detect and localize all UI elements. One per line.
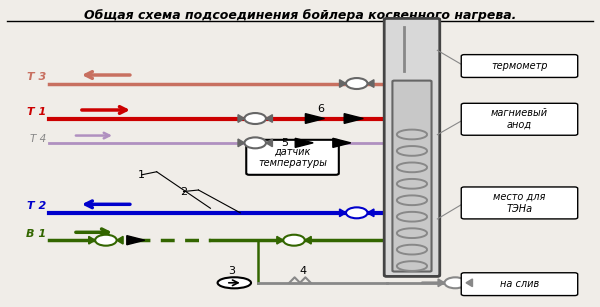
Circle shape — [346, 207, 367, 218]
Polygon shape — [340, 80, 346, 87]
Polygon shape — [116, 236, 123, 244]
Polygon shape — [238, 115, 244, 122]
Text: 3: 3 — [228, 266, 235, 276]
Polygon shape — [333, 138, 351, 147]
Circle shape — [244, 113, 266, 124]
Polygon shape — [305, 114, 325, 123]
FancyBboxPatch shape — [461, 187, 578, 219]
Polygon shape — [367, 80, 374, 87]
Text: термометр: термометр — [491, 61, 548, 71]
FancyBboxPatch shape — [461, 273, 578, 296]
Circle shape — [445, 277, 466, 288]
Text: Общая схема подсоединения бойлера косвенного нагрева.: Общая схема подсоединения бойлера косвен… — [84, 9, 516, 22]
Circle shape — [244, 137, 266, 148]
Polygon shape — [89, 236, 95, 244]
Text: 5: 5 — [281, 138, 289, 148]
Text: Т 1: Т 1 — [27, 107, 46, 117]
FancyBboxPatch shape — [461, 55, 578, 77]
Polygon shape — [238, 139, 244, 147]
Polygon shape — [295, 138, 313, 147]
Polygon shape — [466, 279, 472, 287]
FancyBboxPatch shape — [392, 81, 431, 271]
Circle shape — [346, 78, 367, 89]
Text: В 1: В 1 — [26, 229, 46, 239]
Text: на слив: на слив — [500, 279, 539, 289]
Polygon shape — [266, 139, 272, 147]
Text: 2: 2 — [180, 187, 187, 196]
FancyBboxPatch shape — [461, 103, 578, 135]
Polygon shape — [344, 114, 364, 123]
Polygon shape — [127, 236, 145, 245]
Text: 6: 6 — [317, 104, 325, 115]
Polygon shape — [367, 209, 374, 217]
Polygon shape — [277, 236, 283, 244]
Text: 1: 1 — [138, 170, 145, 180]
FancyBboxPatch shape — [246, 140, 339, 175]
Text: Т 3: Т 3 — [27, 72, 46, 82]
FancyBboxPatch shape — [384, 18, 440, 276]
Text: 4: 4 — [299, 266, 307, 276]
Text: Т 2: Т 2 — [27, 201, 46, 211]
Polygon shape — [305, 236, 311, 244]
Polygon shape — [340, 209, 346, 217]
Polygon shape — [438, 279, 445, 287]
Text: магниевый
анод: магниевый анод — [491, 108, 548, 130]
Text: датчик
температуры: датчик температуры — [258, 146, 327, 168]
Ellipse shape — [218, 277, 251, 288]
Circle shape — [283, 235, 305, 246]
Polygon shape — [266, 115, 272, 122]
Text: Т 4: Т 4 — [30, 134, 46, 144]
Circle shape — [95, 235, 116, 246]
Text: место для
ТЭНа: место для ТЭНа — [493, 192, 545, 214]
